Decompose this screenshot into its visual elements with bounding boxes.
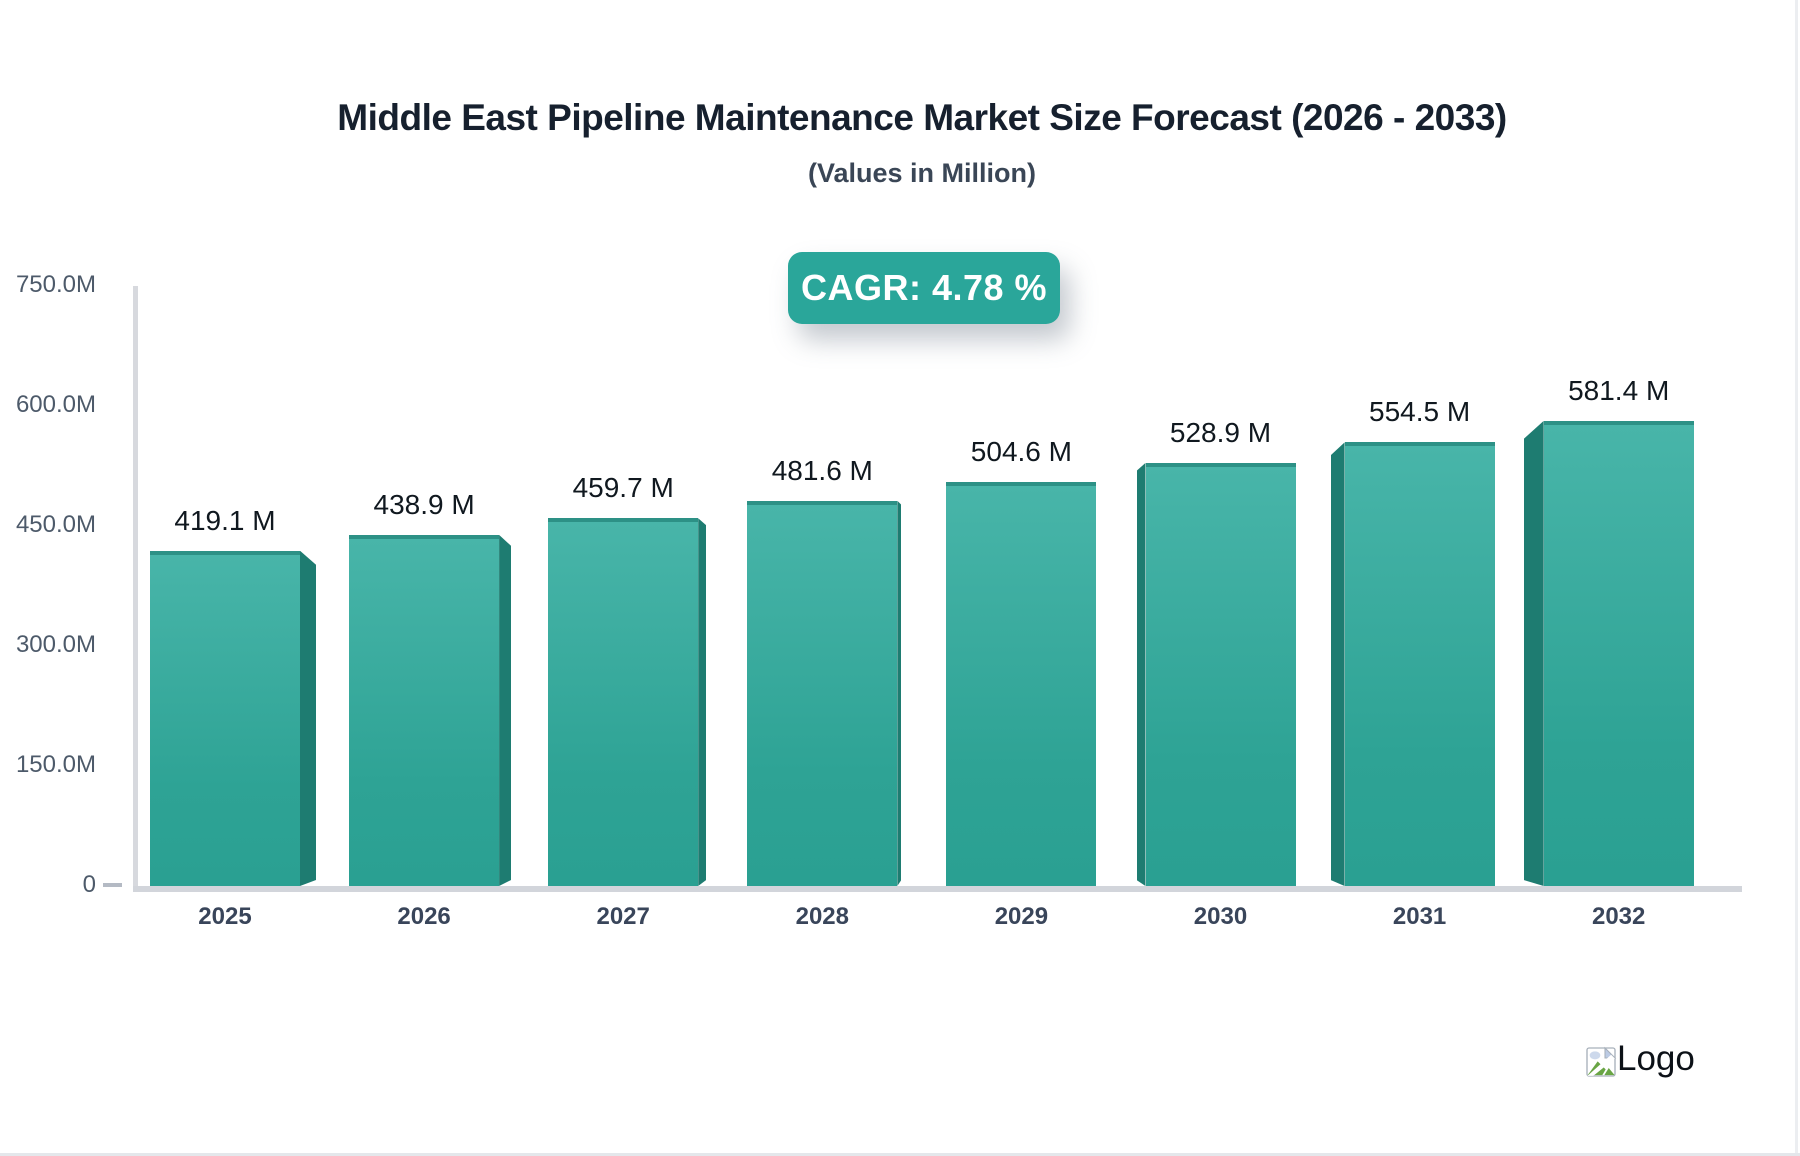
bar-2026 bbox=[349, 534, 500, 886]
bar-2027 bbox=[548, 518, 699, 886]
bar-2030 bbox=[1145, 462, 1296, 886]
y-axis-line bbox=[133, 286, 138, 888]
x-tick-label: 2031 bbox=[1392, 903, 1447, 930]
y-tick-label: 150.0M bbox=[15, 751, 96, 778]
bar-value-label: 419.1 M bbox=[174, 504, 276, 536]
bar-value-label: 581.4 M bbox=[1568, 374, 1670, 406]
x-tick-label: 2028 bbox=[795, 903, 849, 930]
bar-2031 bbox=[1344, 442, 1495, 886]
bar-2029 bbox=[946, 482, 1097, 886]
x-tick-label: 2026 bbox=[397, 903, 451, 930]
bar-side-2032 bbox=[1524, 421, 1544, 886]
bar-side-2030 bbox=[1137, 463, 1146, 886]
bar-side-2031 bbox=[1331, 442, 1345, 886]
page-title: Middle East Pipeline Maintenance Market … bbox=[337, 97, 1507, 138]
y-tick-dash bbox=[103, 883, 122, 887]
bar-value-label: 481.6 M bbox=[771, 454, 873, 486]
bar-side-2027 bbox=[698, 518, 706, 886]
bar-2032 bbox=[1543, 420, 1694, 886]
bottom-edge-line bbox=[0, 1153, 1800, 1156]
y-tick-label: 300.0M bbox=[15, 631, 96, 658]
bar-side-2028 bbox=[897, 501, 901, 886]
bar-2025 bbox=[150, 550, 300, 886]
cagr-badge-label: CAGR: 4.78 % bbox=[800, 267, 1048, 308]
y-tick-label: 750.0M bbox=[15, 271, 96, 298]
bar-value-label: 528.9 M bbox=[1169, 416, 1272, 448]
y-tick-label: 0 bbox=[82, 871, 96, 898]
cagr-badge: CAGR: 4.78 % bbox=[788, 252, 1060, 324]
x-tick-label: 2025 bbox=[198, 903, 252, 930]
bar-side-2025 bbox=[300, 551, 316, 886]
bar-2028 bbox=[747, 500, 898, 886]
x-tick-label: 2027 bbox=[596, 903, 650, 930]
y-tick-label: 600.0M bbox=[15, 391, 96, 418]
broken-image-icon bbox=[1586, 1046, 1617, 1077]
logo: Logo bbox=[1585, 1038, 1695, 1078]
y-tick-label: 450.0M bbox=[15, 511, 96, 538]
page-subtitle: (Values in Million) bbox=[807, 158, 1037, 188]
logo-text: Logo bbox=[1617, 1039, 1695, 1079]
bar-value-label: 438.9 M bbox=[373, 488, 475, 520]
x-tick-label: 2032 bbox=[1591, 903, 1646, 930]
bar-value-label: 554.5 M bbox=[1369, 396, 1471, 428]
bar-value-label: 504.6 M bbox=[970, 436, 1072, 468]
bar-side-2026 bbox=[499, 535, 511, 886]
bar-value-label: 459.7 M bbox=[572, 472, 674, 504]
x-axis-baseline bbox=[133, 886, 1742, 892]
x-tick-label: 2030 bbox=[1193, 903, 1248, 930]
x-tick-label: 2029 bbox=[994, 903, 1049, 930]
right-edge-line bbox=[1795, 0, 1798, 1156]
